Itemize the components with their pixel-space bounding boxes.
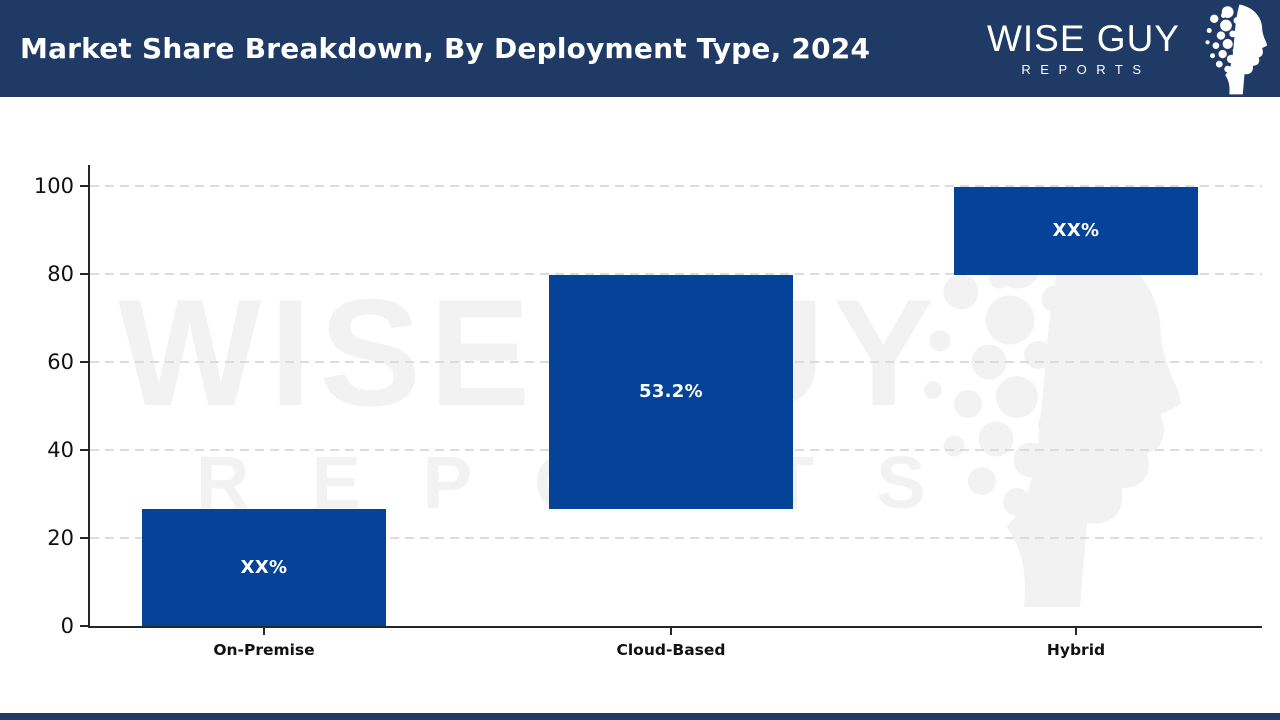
x-tick-hybrid (1075, 628, 1077, 635)
gridline-80 (90, 273, 1262, 275)
bar-hybrid: XX% (954, 186, 1198, 275)
x-category-label: On-Premise (213, 641, 315, 659)
bar-value-label: XX% (240, 556, 288, 578)
header-bar: Market Share Breakdown, By Deployment Ty… (0, 0, 1280, 97)
gridline-100 (90, 185, 1262, 187)
bar-value-label: XX% (1052, 220, 1100, 242)
y-tick-40 (80, 449, 88, 451)
gridline-20 (90, 537, 1262, 539)
x-tick-cloud-based (670, 628, 672, 635)
logo-text: WISE GUY REPORTS (987, 20, 1180, 77)
y-tick-60 (80, 361, 88, 363)
wiseguy-head-watermark-icon (924, 232, 1182, 607)
y-tick-label-80: 80 (47, 262, 74, 286)
logo-reports-text: REPORTS (1021, 62, 1151, 77)
wiseguy-head-icon (1205, 4, 1268, 94)
bar-cloud-based: 53.2% (549, 274, 793, 509)
x-category-label: Hybrid (1046, 641, 1106, 659)
y-tick-label-40: 40 (47, 438, 74, 462)
y-tick-80 (80, 273, 88, 275)
x-axis (88, 626, 1262, 628)
y-tick-label-20: 20 (47, 526, 74, 550)
y-tick-label-60: 60 (47, 350, 74, 374)
wiseguy-logo: WISE GUY REPORTS (987, 2, 1268, 96)
logo-wiseguy-text: WISE GUY (986, 18, 1180, 59)
chart-title: Market Share Breakdown, By Deployment Ty… (20, 32, 871, 65)
watermark-wiseguy-text: WISE GUY (118, 268, 943, 438)
bar-on-premise: XX% (142, 508, 386, 626)
x-category-label: Cloud-Based (616, 641, 726, 659)
y-tick-100 (80, 185, 88, 187)
y-tick-20 (80, 537, 88, 539)
y-tick-0 (80, 625, 88, 627)
y-tick-label-100: 100 (33, 174, 74, 198)
footer-bar (0, 713, 1280, 720)
y-axis (88, 165, 90, 628)
y-tick-label-0: 0 (60, 614, 74, 638)
x-tick-on-premise (263, 628, 265, 635)
bar-value-label: 53.2% (639, 381, 703, 403)
